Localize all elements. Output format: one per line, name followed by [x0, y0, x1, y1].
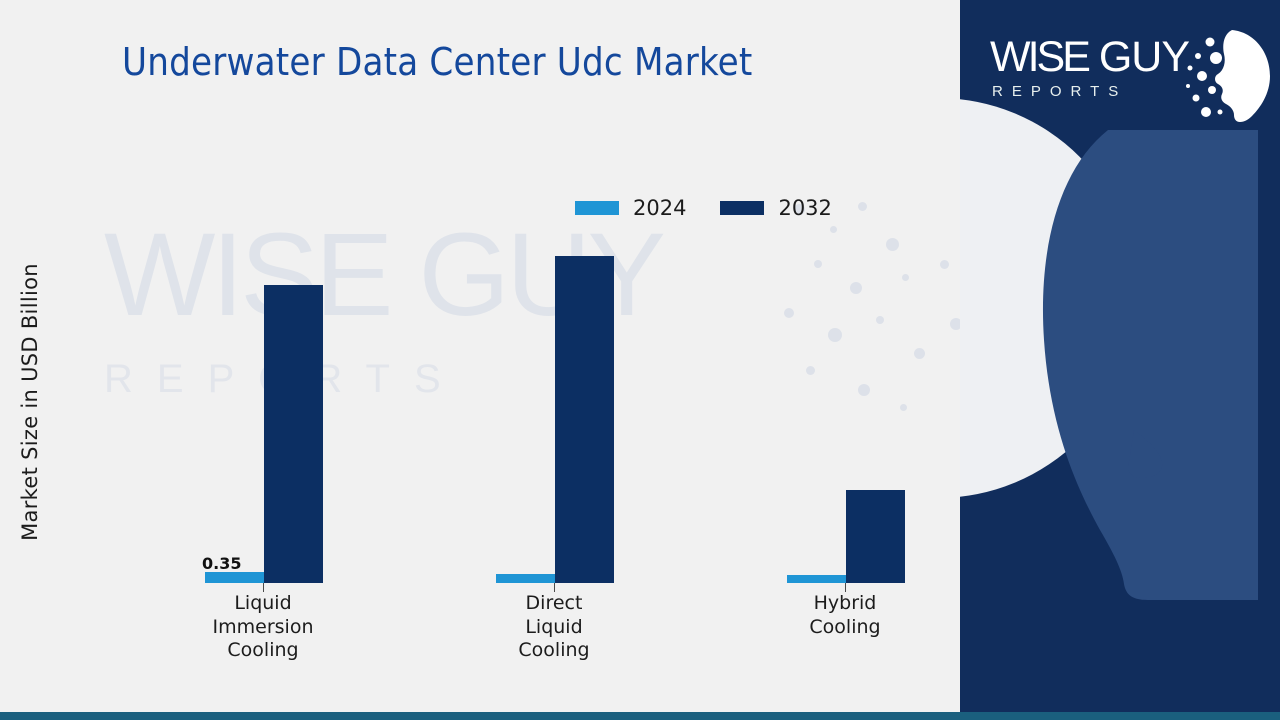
- bar-2032-direct-liquid-cooling[interactable]: [555, 256, 614, 583]
- category-line: Hybrid: [813, 592, 877, 614]
- category-line: Cooling: [227, 639, 299, 661]
- bar-2032-hybrid-cooling[interactable]: [846, 490, 905, 583]
- bar-group-hybrid-cooling: [787, 149, 905, 583]
- category-line: Cooling: [518, 639, 590, 661]
- legend-swatch-2032: [720, 201, 765, 215]
- page-title: Underwater Data Center Udc Market: [122, 40, 753, 84]
- legend-item-2024[interactable]: 2024: [575, 196, 686, 220]
- wiseguy-logo: WISE GUY REPORTS: [990, 30, 1270, 122]
- x-tick-3: [845, 583, 846, 592]
- bar-group-liquid-immersion-cooling: [205, 149, 323, 583]
- bottom-accent-strip: [0, 712, 1280, 720]
- category-label-direct-liquid-cooling: Direct Liquid Cooling: [479, 592, 629, 663]
- legend-swatch-2024: [575, 201, 619, 215]
- logo-wise-text: WISE: [990, 33, 1091, 81]
- category-line: Liquid: [234, 592, 292, 614]
- y-axis-title: Market Size in USD Billion: [18, 263, 42, 541]
- category-label-hybrid-cooling: Hybrid Cooling: [770, 592, 920, 639]
- bar-2024-direct-liquid-cooling[interactable]: [496, 574, 555, 583]
- legend-label-2024: 2024: [633, 196, 687, 220]
- value-label-0-35: 0.35: [202, 554, 242, 573]
- brand-side-panel: [960, 0, 1280, 712]
- legend-item-2032[interactable]: 2032: [720, 196, 832, 220]
- logo-reports-text: REPORTS: [992, 83, 1128, 100]
- bar-2024-liquid-immersion-cooling[interactable]: [205, 572, 264, 583]
- x-tick-1: [263, 583, 264, 592]
- bar-group-direct-liquid-cooling: [496, 149, 614, 583]
- category-line: Cooling: [809, 615, 881, 638]
- panel-head-silhouette: [1038, 130, 1258, 600]
- category-line: Immersion: [212, 615, 314, 638]
- bar-2024-hybrid-cooling[interactable]: [787, 575, 846, 583]
- x-tick-2: [554, 583, 555, 592]
- logo-guy-text: GUY: [1098, 33, 1190, 81]
- chart-legend: 2024 2032: [575, 196, 832, 220]
- category-line: Liquid: [525, 615, 583, 638]
- logo-wordmark: WISE GUY: [990, 34, 1260, 80]
- legend-label-2032: 2032: [778, 196, 832, 220]
- category-label-liquid-immersion-cooling: Liquid Immersion Cooling: [188, 592, 338, 663]
- category-line: Direct: [525, 592, 583, 614]
- bar-2032-liquid-immersion-cooling[interactable]: [264, 285, 323, 583]
- bar-chart: Underwater Data Center Udc Market Market…: [18, 40, 920, 663]
- logo-head-icon: [1186, 28, 1272, 124]
